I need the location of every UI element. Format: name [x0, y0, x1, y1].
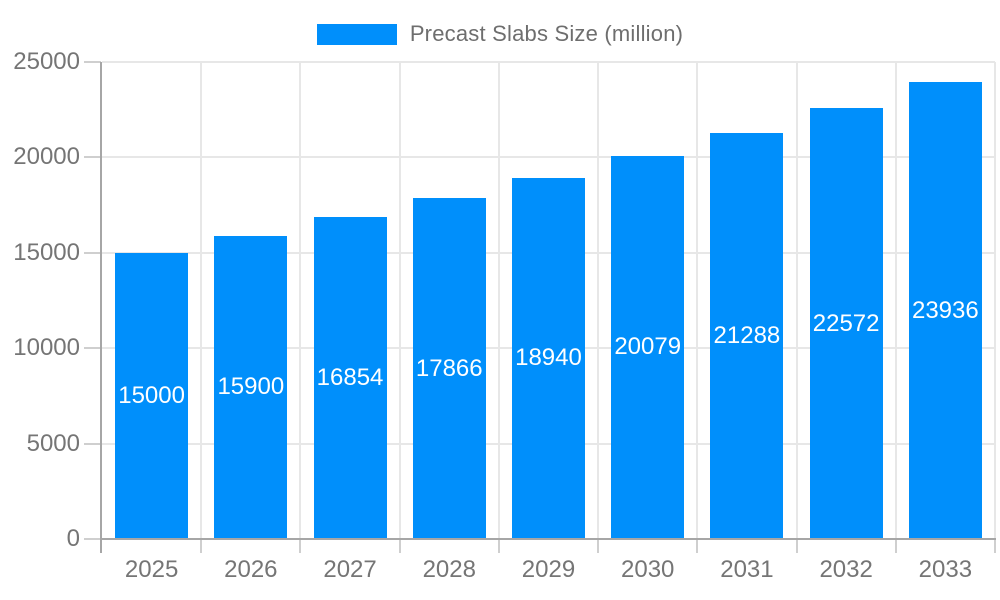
x-axis-labels: 2025 2026 2027 2028 2029 2030 2031 2032 2033: [102, 554, 995, 586]
y-axis-labels: 0 5000 10000 15000 20000 25000: [0, 48, 80, 552]
x-axis-category-label: 2029: [521, 556, 576, 583]
x-axis-category-label: 2032: [819, 556, 873, 583]
vertical-gridline: [696, 62, 699, 539]
x-axis-tick-mark: [497, 540, 500, 553]
x-axis-tick-mark: [894, 540, 897, 553]
y-axis-tick-label: 10000: [13, 334, 80, 362]
y-axis-line: [100, 62, 102, 553]
vertical-gridline: [994, 62, 996, 539]
vertical-gridline: [398, 62, 401, 539]
x-axis-tick-mark: [696, 540, 699, 553]
bar-category-cell: 17866: [400, 62, 499, 539]
x-axis-category-label: 2025: [124, 556, 179, 583]
bar: 16854: [313, 217, 387, 539]
y-axis-tick-mark: [84, 442, 101, 445]
legend-swatch: [316, 23, 397, 45]
bar-value-label: 23936: [911, 296, 979, 324]
x-axis-tick-mark: [597, 540, 600, 553]
y-axis-tick-label: 20000: [13, 143, 80, 171]
bar-category-cell: 15000: [102, 62, 201, 539]
vertical-gridline: [299, 62, 302, 539]
x-axis-tick-mark: [994, 540, 996, 553]
bar: 15900: [214, 235, 288, 539]
vertical-gridline: [795, 62, 798, 539]
vertical-gridline: [200, 62, 203, 539]
vertical-gridline: [497, 62, 500, 539]
x-axis-line: [100, 538, 996, 540]
bar-value-label: 16854: [316, 364, 384, 392]
x-axis-category-label: 2028: [422, 556, 476, 583]
y-axis-tick-mark: [84, 347, 101, 350]
bar-value-label: 21288: [713, 321, 781, 349]
y-axis-tick-mark: [84, 538, 101, 540]
bar-value-label: 15900: [217, 373, 285, 401]
bar-value-label: 18940: [515, 344, 582, 372]
x-axis-category-label: 2033: [918, 556, 973, 583]
bar-value-label: 20079: [614, 333, 682, 361]
y-axis-ticks: [84, 61, 101, 540]
bar: 22572: [809, 108, 883, 539]
plot-area: 15000 15900 16854 17866 18940 20079 21288 22572…: [102, 61, 996, 539]
bar-category-cell: 15900: [201, 62, 300, 539]
bars-container: 15000 15900 16854 17866 18940 20079 21288 22572…: [102, 62, 995, 539]
bar: 17866: [412, 198, 486, 539]
legend: Precast Slabs Size (million): [0, 21, 1000, 47]
y-axis-tick-mark: [84, 156, 101, 159]
bar-value-label: 15000: [118, 381, 185, 409]
y-axis-tick-label: 5000: [26, 429, 80, 457]
x-axis-ticks: [102, 540, 996, 553]
x-axis-tick-mark: [200, 540, 203, 553]
bar-category-cell: 16854: [300, 62, 399, 539]
vertical-gridline: [894, 62, 897, 539]
bar: 15000: [115, 252, 189, 539]
y-axis-tick-mark: [84, 251, 101, 254]
bar: 20079: [611, 155, 685, 539]
bar-value-label: 17866: [415, 354, 483, 382]
x-axis-tick-mark: [299, 540, 302, 553]
x-axis-category-label: 2027: [323, 556, 377, 583]
bar-category-cell: 22572: [797, 62, 896, 539]
horizontal-gridline: [102, 156, 995, 159]
x-axis-category-label: 2031: [720, 556, 774, 583]
x-axis-category-label: 2026: [224, 556, 278, 583]
y-axis-tick-label: 0: [66, 525, 80, 552]
bar-value-label: 22572: [812, 309, 880, 337]
bar: 23936: [908, 82, 982, 539]
legend-label: Precast Slabs Size (million): [409, 21, 684, 46]
vertical-gridline: [597, 62, 600, 539]
horizontal-gridline: [102, 61, 995, 63]
bar-category-cell: 21288: [697, 62, 796, 539]
bar: 21288: [710, 132, 784, 539]
bar-category-cell: 23936: [896, 62, 995, 539]
bar-category-cell: 20079: [598, 62, 697, 539]
x-axis-tick-mark: [795, 540, 798, 553]
y-axis-tick-label: 15000: [13, 238, 80, 266]
y-axis-tick-mark: [84, 61, 101, 63]
y-axis-tick-label: 25000: [13, 48, 80, 75]
bar-category-cell: 18940: [499, 62, 598, 539]
x-axis-category-label: 2030: [621, 556, 675, 583]
x-axis-tick-mark: [398, 540, 401, 553]
bar: 18940: [512, 177, 585, 539]
